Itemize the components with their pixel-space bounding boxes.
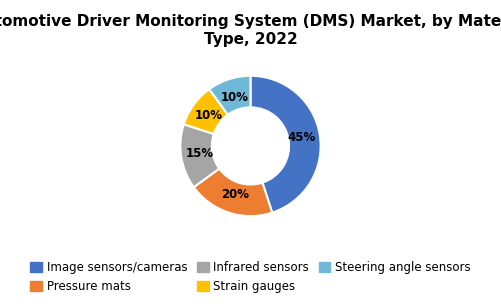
Text: 45%: 45%: [287, 131, 315, 144]
Legend: Image sensors/cameras, Pressure mats, Infrared sensors, Strain gauges, Steering : Image sensors/cameras, Pressure mats, In…: [27, 257, 474, 297]
Text: 15%: 15%: [186, 147, 214, 161]
Text: 10%: 10%: [220, 91, 248, 104]
Wedge shape: [250, 76, 321, 212]
Text: 10%: 10%: [195, 109, 223, 122]
Wedge shape: [194, 169, 272, 216]
Wedge shape: [184, 89, 228, 134]
Text: 20%: 20%: [220, 188, 248, 201]
Wedge shape: [209, 76, 250, 115]
Title: Automotive Driver Monitoring System (DMS) Market, by Material
Type, 2022: Automotive Driver Monitoring System (DMS…: [0, 14, 501, 47]
Wedge shape: [180, 124, 219, 187]
